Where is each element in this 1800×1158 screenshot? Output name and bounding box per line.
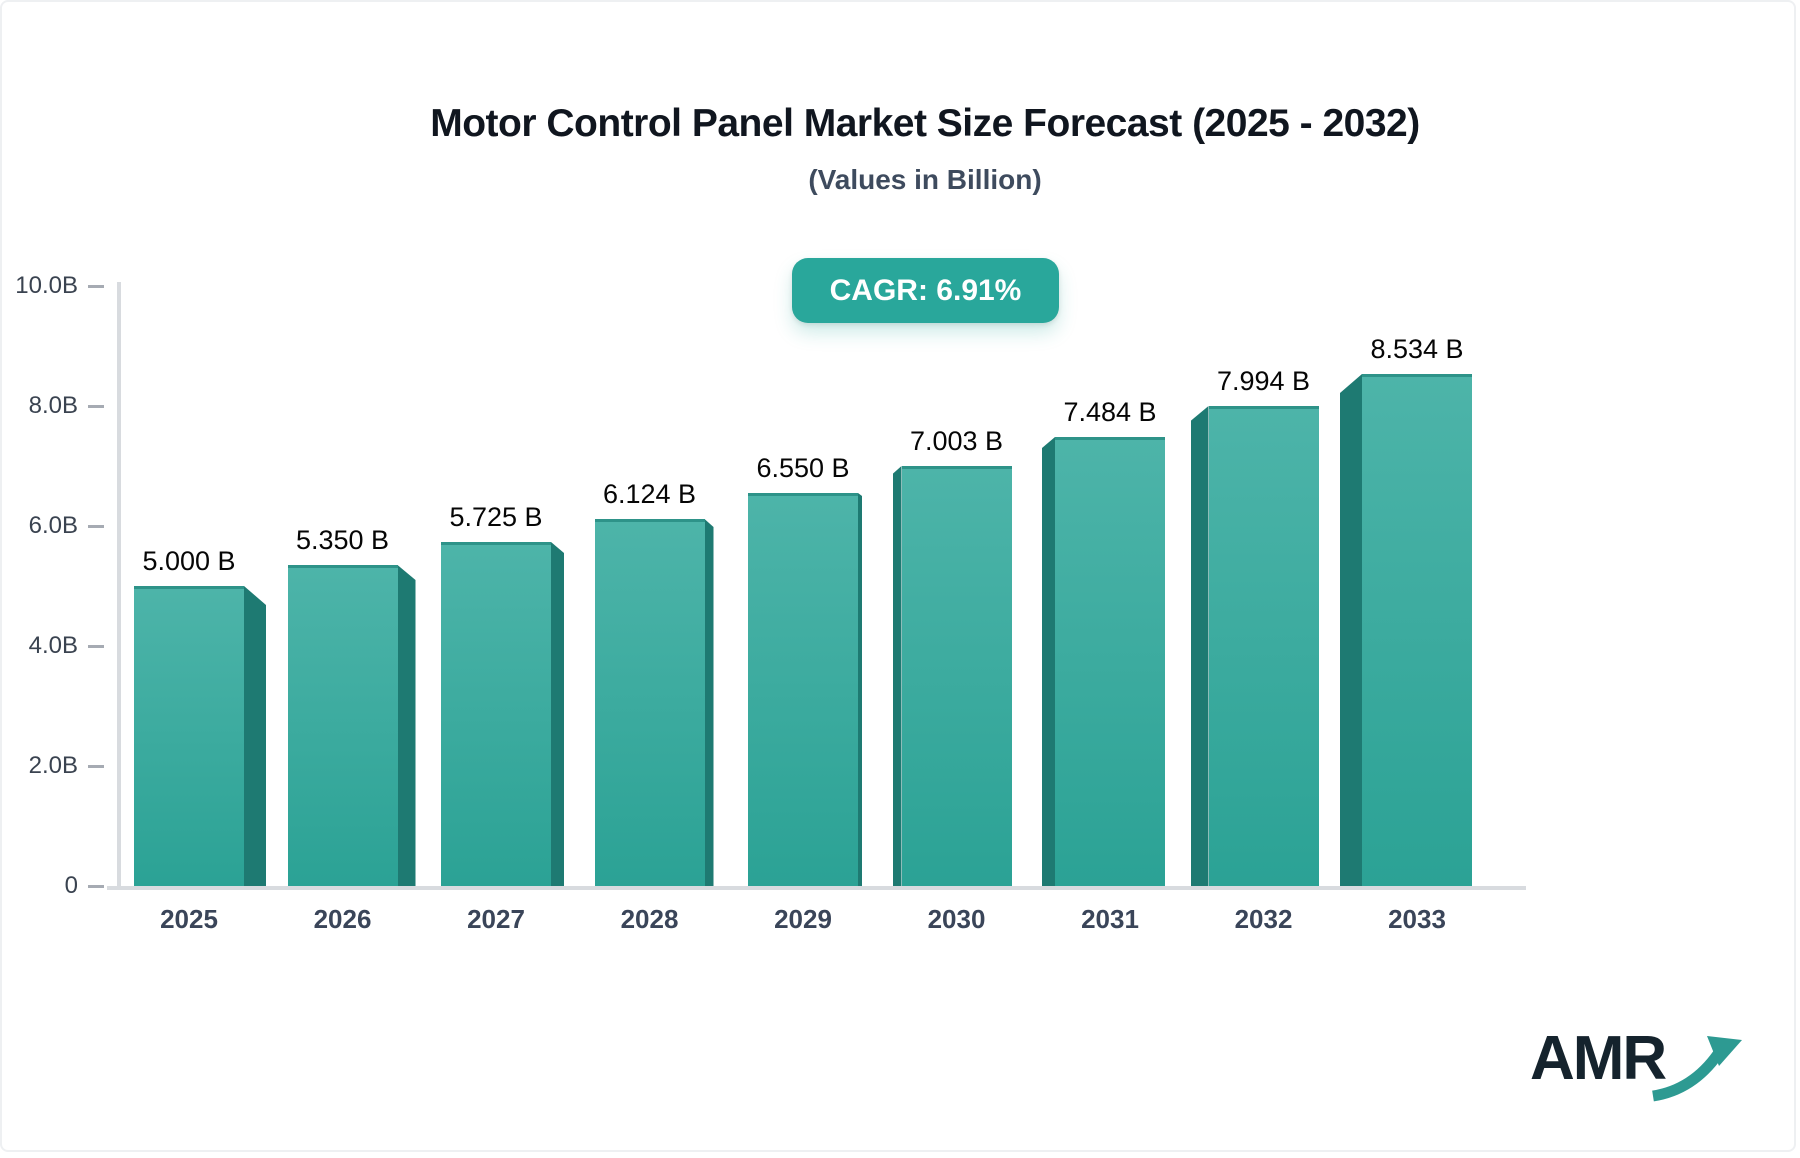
x-label-2032: 2032 <box>1234 904 1293 934</box>
bar-side-2032 <box>1190 406 1209 886</box>
y-tick-label-8.0B: 8.0B <box>28 392 78 419</box>
bar-side-2030 <box>892 466 902 886</box>
y-tick-label-10.0B: 10.0B <box>15 272 78 299</box>
bar-2029 <box>748 493 858 886</box>
y-tick-0 <box>88 885 104 888</box>
y-tick-label-0: 0 <box>64 872 78 899</box>
amr-logo-text: AMR <box>1530 1024 1667 1093</box>
bar-2028 <box>594 519 705 886</box>
x-label-2025: 2025 <box>160 904 218 934</box>
x-label-2031: 2031 <box>1081 904 1139 934</box>
amr-logo: AMR <box>1530 1028 1749 1104</box>
x-axis-line <box>107 886 1526 890</box>
bar-side-2033 <box>1340 374 1362 886</box>
bar-2026 <box>287 565 398 886</box>
bar-side-2028 <box>704 519 714 886</box>
y-tick-6.0B <box>88 525 104 528</box>
bar-value-2031: 7.484 B <box>1063 397 1157 427</box>
x-label-2028: 2028 <box>620 904 679 934</box>
bar-side-2027 <box>551 542 564 886</box>
y-tick-label-2.0B: 2.0B <box>28 752 78 779</box>
bar-2032 <box>1208 406 1319 886</box>
bar-value-2028: 6.124 B <box>602 479 697 509</box>
x-label-2033: 2033 <box>1388 904 1446 934</box>
bar-value-2030: 7.003 B <box>909 426 1004 456</box>
bar-2033 <box>1362 374 1472 886</box>
x-label-2027: 2027 <box>467 904 525 934</box>
y-tick-2.0B <box>88 765 104 768</box>
bar-side-2029 <box>858 493 862 886</box>
y-tick-10.0B <box>88 285 104 288</box>
bar-value-2033: 8.534 B <box>1370 334 1464 364</box>
chart-title: Motor Control Panel Market Size Forecast… <box>430 102 1420 145</box>
bar-side-2026 <box>397 565 416 886</box>
bar-value-2027: 5.725 B <box>449 502 543 532</box>
bar-value-2025: 5.000 B <box>142 546 236 576</box>
bar-side-2031 <box>1042 437 1055 886</box>
bar-value-2026: 5.350 B <box>295 525 390 555</box>
bar-side-2025 <box>244 586 266 886</box>
y-tick-label-6.0B: 6.0B <box>28 512 78 539</box>
y-axis-line <box>117 282 121 890</box>
x-label-2029: 2029 <box>774 904 832 934</box>
bar-2027 <box>441 542 551 886</box>
x-label-2026: 2026 <box>313 904 372 934</box>
y-tick-label-4.0B: 4.0B <box>28 632 78 659</box>
y-tick-4.0B <box>88 645 104 648</box>
bar-2031 <box>1055 437 1165 886</box>
cagr-badge: CAGR: 6.91% <box>792 258 1059 323</box>
bar-value-2029: 6.550 B <box>756 453 850 483</box>
bar-2025 <box>134 586 244 886</box>
bar-2030 <box>901 466 1012 886</box>
chart-subtitle: (Values in Billion) <box>808 164 1042 195</box>
bar-value-2032: 7.994 B <box>1216 366 1311 396</box>
x-label-2030: 2030 <box>927 904 986 934</box>
y-tick-8.0B <box>88 405 104 408</box>
growth-arrow-icon <box>1652 1036 1743 1102</box>
